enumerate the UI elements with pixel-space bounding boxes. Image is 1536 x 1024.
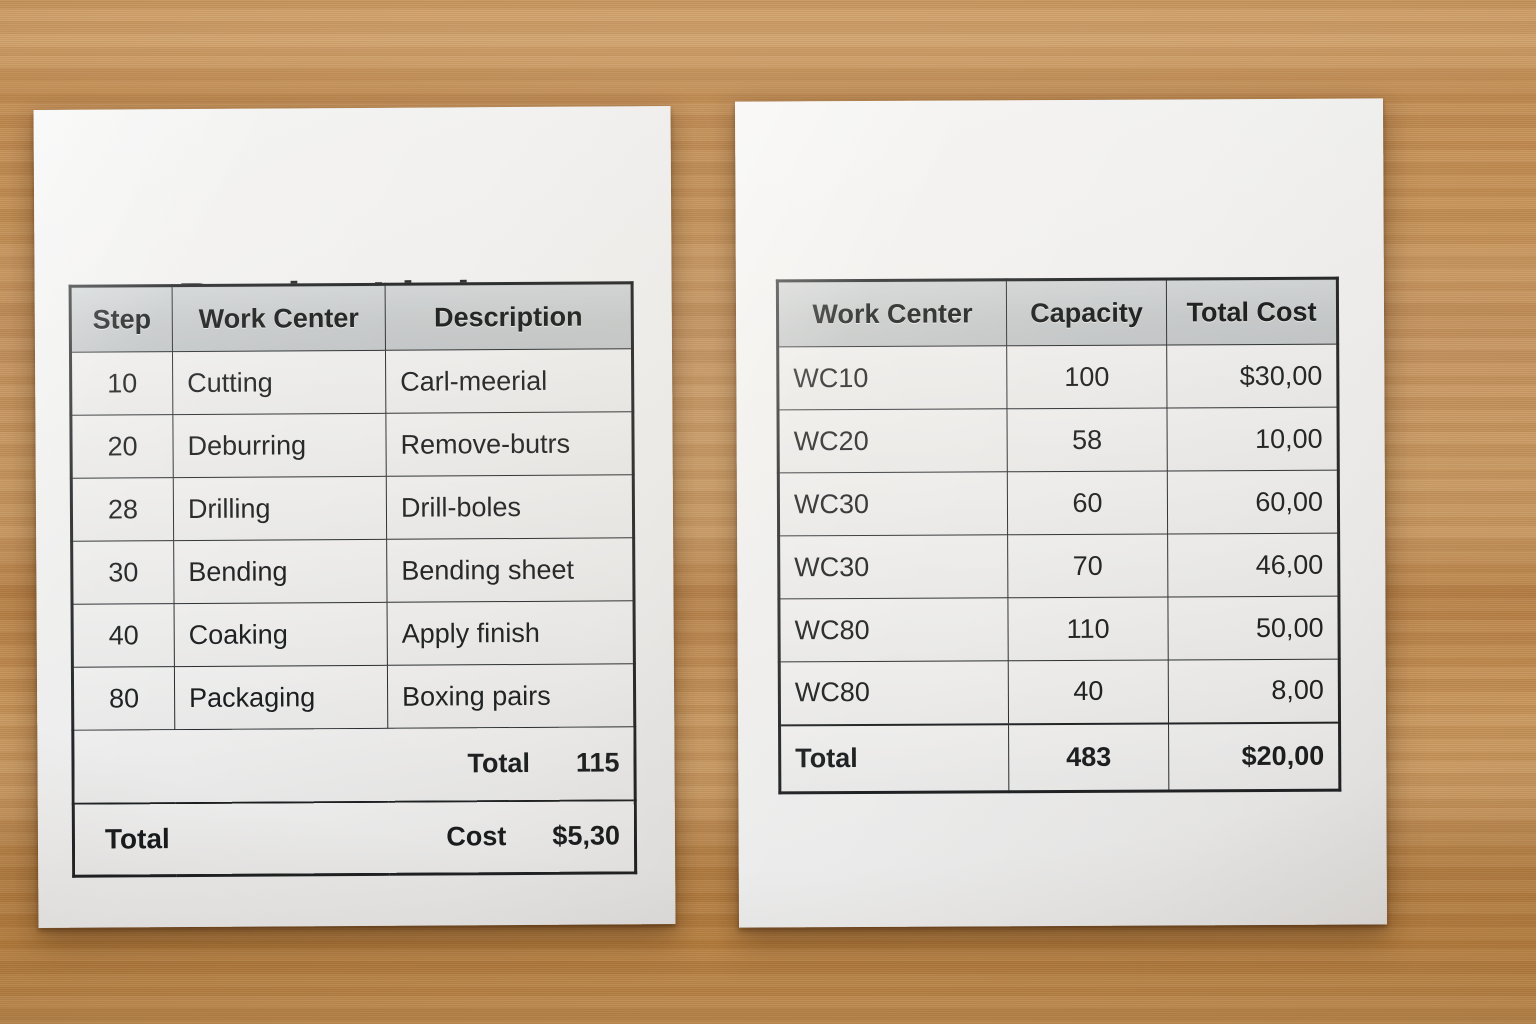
cell-total-cost: 10,00	[1166, 407, 1339, 471]
table-header-row: Work Center Capacity Total Cost	[777, 278, 1338, 347]
table-row: WC30 60 60,00	[778, 470, 1339, 536]
summary-row-total-steps: Total 115	[72, 726, 636, 804]
cell-work-center: WC80	[778, 597, 1009, 662]
total-capacity: 483	[1008, 722, 1169, 792]
routing-listing-table: Step Work Center Description 10 Cutting …	[68, 281, 638, 878]
cell-step: 80	[72, 666, 175, 731]
cell-description: Drill-boles	[386, 474, 634, 540]
cell-description: Boxing pairs	[387, 663, 635, 729]
document-capacity-cost-rollup[interactable]: Capacity & Cost Rollup Work Center Capac…	[734, 98, 1388, 928]
cell-capacity: 110	[1007, 596, 1169, 661]
table-row: 20 Deburring Remove-butrs	[70, 411, 634, 479]
cell-capacity: 40	[1008, 659, 1169, 724]
summary-cell: Total 115	[72, 726, 636, 804]
cell-step: 10	[70, 351, 173, 416]
column-header-description: Description	[385, 282, 633, 351]
cell-capacity: 70	[1007, 533, 1168, 598]
column-header-step: Step	[70, 285, 173, 353]
table-row: WC80 110 50,00	[778, 596, 1340, 662]
cell-capacity: 100	[1006, 344, 1167, 409]
cell-total-cost: 8,00	[1168, 659, 1340, 723]
cell-total-cost: 50,00	[1167, 596, 1340, 660]
cell-work-center: Cutting	[172, 350, 386, 415]
summary-value-total: 115	[575, 747, 620, 778]
table-row: 80 Packaging Boxing pairs	[72, 663, 635, 731]
cell-capacity: 60	[1007, 470, 1168, 535]
table-header-row: Step Work Center Description	[70, 282, 633, 353]
summary-label-left-total: Total	[104, 822, 170, 855]
column-header-total-cost: Total Cost	[1166, 278, 1338, 345]
table-row: 30 Bending Bending sheet	[71, 537, 635, 605]
cell-work-center: Packaging	[174, 665, 388, 730]
capacity-cost-rollup-table: Work Center Capacity Total Cost WC10 100…	[775, 276, 1342, 795]
cell-step: 20	[70, 414, 174, 479]
table-row: 40 Coaking Apply finish	[72, 600, 635, 668]
cell-description: Apply finish	[387, 600, 635, 666]
table-row: 28 Drilling Drill-boles	[71, 474, 634, 542]
column-header-capacity: Capacity	[1006, 278, 1167, 346]
table-total-row: Total 483 $20,00	[779, 722, 1340, 793]
cell-step: 28	[71, 477, 174, 542]
cell-work-center: WC20	[777, 408, 1008, 473]
document-routing-listing[interactable]: Routing Listing Step Work Center Descrip…	[33, 106, 676, 928]
cell-work-center: Bending	[173, 539, 388, 604]
cell-description: Remove-butrs	[385, 411, 634, 477]
cell-step: 30	[71, 540, 175, 605]
cell-total-cost: $30,00	[1166, 344, 1338, 408]
cell-work-center: WC30	[778, 534, 1008, 599]
cell-work-center: WC30	[778, 471, 1008, 536]
cell-capacity: 58	[1006, 407, 1168, 472]
summary-label-total: Total	[467, 748, 531, 779]
column-header-work-center: Work Center	[172, 284, 386, 352]
cell-work-center: WC10	[777, 345, 1007, 410]
total-cost: $20,00	[1168, 722, 1340, 791]
table-row: WC10 100 $30,00	[777, 344, 1338, 410]
summary-label-cost: Cost	[446, 821, 507, 852]
summary-cell: Total Cost $5,30	[73, 799, 636, 877]
cell-step: 40	[72, 603, 175, 668]
cell-work-center: Coaking	[174, 602, 388, 667]
summary-value-cost: $5,30	[552, 820, 621, 852]
column-header-work-center: Work Center	[777, 279, 1007, 347]
table-row: WC30 70 46,00	[778, 533, 1339, 599]
cell-work-center: Deburring	[172, 413, 387, 478]
cell-work-center: Drilling	[173, 476, 387, 541]
total-label: Total	[779, 723, 1009, 793]
cell-total-cost: 46,00	[1167, 533, 1339, 597]
cell-description: Bending sheet	[386, 537, 635, 603]
cell-work-center: WC80	[779, 660, 1009, 725]
table-row: WC80 40 8,00	[779, 659, 1340, 725]
cell-description: Carl-meerial	[385, 348, 633, 414]
table-row: WC20 58 10,00	[777, 407, 1339, 473]
cell-total-cost: 60,00	[1167, 470, 1339, 534]
summary-row-total-cost: Total Cost $5,30	[73, 799, 636, 877]
table-row: 10 Cutting Carl-meerial	[70, 348, 633, 416]
